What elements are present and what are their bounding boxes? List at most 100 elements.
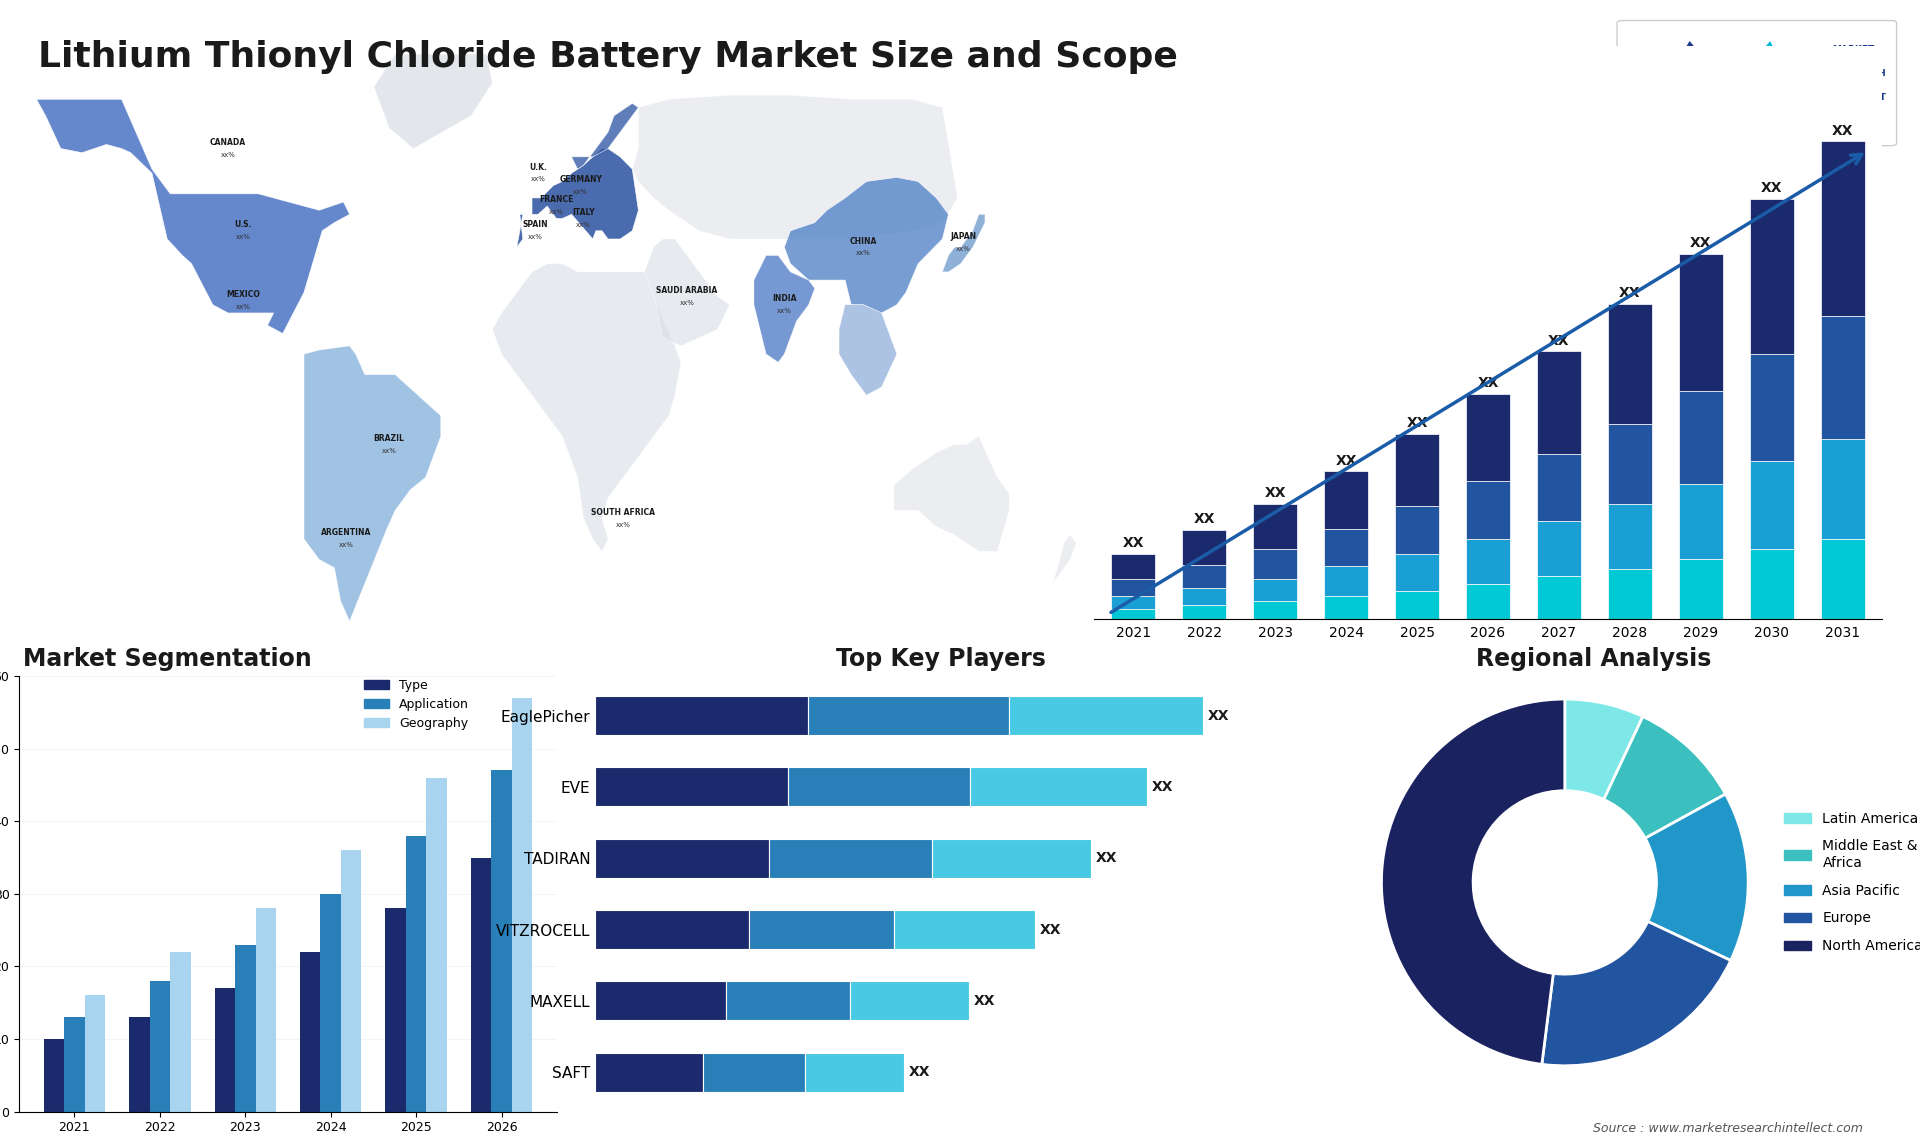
Bar [768, 839, 933, 878]
Legend: Latin America, Middle East &
Africa, Asia Pacific, Europe, North America: Latin America, Middle East & Africa, Asi… [1778, 806, 1920, 959]
Bar [1678, 391, 1722, 484]
Bar [84, 996, 106, 1112]
Bar [1112, 609, 1156, 619]
Text: BRAZIL: BRAZIL [374, 434, 405, 442]
Bar [1678, 484, 1722, 559]
Bar [1820, 439, 1864, 539]
Bar [321, 894, 342, 1112]
Bar [405, 835, 426, 1112]
Bar [1254, 602, 1298, 619]
Bar [1820, 539, 1864, 619]
Polygon shape [755, 256, 814, 362]
Text: xx%: xx% [382, 448, 397, 454]
Bar [1749, 462, 1793, 549]
Bar [595, 981, 726, 1020]
Wedge shape [1542, 921, 1730, 1066]
Text: xx%: xx% [574, 189, 588, 195]
Bar [1607, 568, 1651, 619]
Wedge shape [1603, 716, 1726, 838]
Text: XX: XX [908, 1066, 929, 1080]
Text: xx%: xx% [236, 234, 252, 240]
Bar [150, 981, 171, 1112]
Text: xx%: xx% [528, 234, 543, 240]
Bar [1008, 696, 1204, 736]
Text: xx%: xx% [340, 542, 353, 548]
Bar [1536, 352, 1580, 454]
Bar [1536, 454, 1580, 521]
Text: XX: XX [1096, 851, 1117, 865]
Polygon shape [563, 103, 637, 170]
Text: INDIA: INDIA [772, 295, 797, 303]
Text: CANADA: CANADA [209, 138, 246, 147]
Polygon shape [1052, 535, 1075, 584]
Bar [933, 839, 1091, 878]
Bar [234, 944, 255, 1112]
Text: Regional Analysis: Regional Analysis [1476, 647, 1711, 670]
Text: Market Segmentation: Market Segmentation [23, 647, 311, 670]
Text: xx%: xx% [549, 210, 564, 215]
Bar [492, 770, 513, 1112]
Wedge shape [1382, 699, 1565, 1065]
Text: Top Key Players: Top Key Players [835, 647, 1046, 670]
Polygon shape [783, 178, 948, 313]
Text: XX: XX [1152, 780, 1173, 794]
Text: Source : www.marketresearchintellect.com: Source : www.marketresearchintellect.com [1592, 1122, 1862, 1135]
Bar [1112, 579, 1156, 596]
Bar [1467, 583, 1509, 619]
Bar [1254, 549, 1298, 579]
Bar [1183, 565, 1227, 588]
Bar [300, 952, 321, 1112]
Polygon shape [516, 149, 637, 248]
Bar [1467, 394, 1509, 481]
Bar [44, 1039, 63, 1112]
Text: MARKET: MARKET [1832, 45, 1874, 54]
Bar [749, 910, 895, 949]
Polygon shape [492, 264, 682, 551]
Polygon shape [839, 305, 897, 395]
Text: FRANCE: FRANCE [540, 196, 574, 204]
Text: INTELLECT: INTELLECT [1832, 93, 1885, 102]
Bar [595, 910, 749, 949]
Bar [1749, 354, 1793, 462]
Bar [1678, 254, 1722, 391]
Bar [1749, 549, 1793, 619]
Bar [895, 910, 1035, 949]
Bar [1396, 507, 1440, 554]
Bar [129, 1018, 150, 1112]
Text: XX: XX [1123, 536, 1144, 550]
Polygon shape [893, 437, 1010, 551]
Legend: Type, Application, Geography: Type, Application, Geography [359, 674, 474, 736]
Polygon shape [645, 240, 730, 346]
Text: xx%: xx% [530, 176, 545, 182]
Bar [386, 909, 405, 1112]
Bar [171, 952, 190, 1112]
Text: Lithium Thionyl Chloride Battery Market Size and Scope: Lithium Thionyl Chloride Battery Market … [38, 40, 1179, 74]
Bar [1749, 199, 1793, 354]
Text: xx%: xx% [956, 246, 972, 252]
Bar [1536, 576, 1580, 619]
Text: JAPAN: JAPAN [950, 233, 977, 242]
Polygon shape [303, 346, 442, 621]
Text: ARGENTINA: ARGENTINA [321, 528, 372, 537]
Bar [1325, 566, 1369, 596]
Text: xx%: xx% [221, 151, 236, 158]
Bar [1396, 591, 1440, 619]
Bar [1325, 596, 1369, 619]
Bar [1820, 141, 1864, 316]
Text: xx%: xx% [616, 521, 630, 527]
Text: SAUDI ARABIA: SAUDI ARABIA [657, 285, 718, 295]
Bar [1325, 528, 1369, 566]
Text: XX: XX [1194, 512, 1215, 526]
Bar [1183, 531, 1227, 565]
Bar [1183, 605, 1227, 619]
Text: U.K.: U.K. [530, 163, 547, 172]
Bar [1254, 504, 1298, 549]
Bar [1536, 521, 1580, 576]
Bar [703, 1052, 804, 1092]
Text: XX: XX [1619, 286, 1640, 300]
Bar [1254, 579, 1298, 602]
Text: U.S.: U.S. [234, 220, 252, 229]
Bar [1467, 539, 1509, 583]
Bar [1112, 596, 1156, 609]
Bar [804, 1052, 904, 1092]
